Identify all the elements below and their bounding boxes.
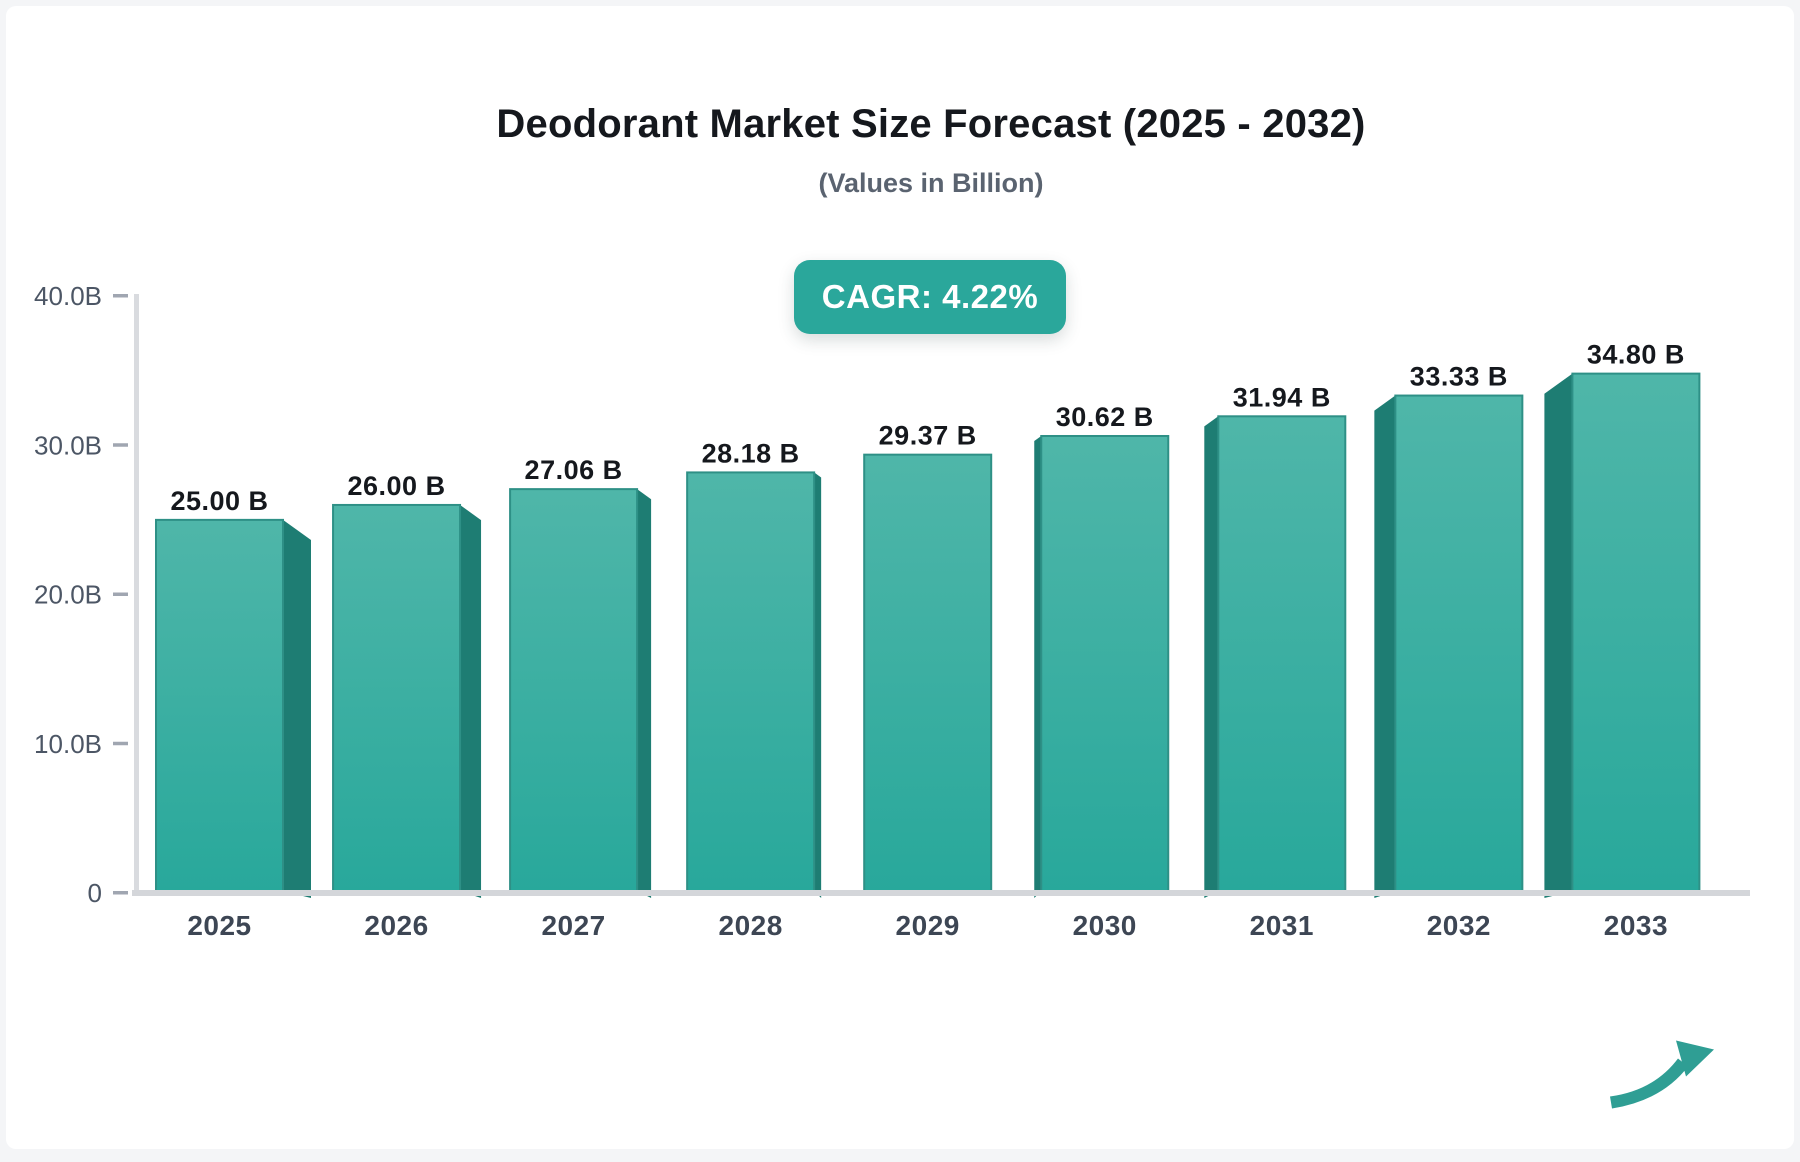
y-tick-label: 30.0B (34, 430, 102, 460)
amr-logo (1534, 1030, 1724, 1120)
bar-value-label: 28.18 B (702, 438, 800, 468)
x-tick-label: 2028 (719, 910, 783, 941)
cagr-badge-label: CAGR: 4.22% (821, 278, 1039, 315)
x-tick-label: 2029 (896, 910, 960, 941)
amr-logo-arrow-icon (1610, 1040, 1714, 1109)
bar-2032 (1394, 394, 1524, 894)
y-tick-mark (113, 294, 128, 298)
bar-side-face (283, 519, 311, 898)
bar-value-label: 25.00 B (170, 486, 268, 516)
bar-side-face (637, 489, 652, 898)
bar-side-face (814, 472, 822, 898)
x-tick-label: 2030 (1073, 910, 1137, 941)
x-tick-label: 2033 (1604, 910, 1668, 941)
bar-2030 (1040, 434, 1170, 894)
bar-side-face (1544, 373, 1573, 898)
x-tick-label: 2027 (541, 910, 605, 941)
bar-2033 (1571, 372, 1701, 894)
x-tick-label: 2025 (187, 910, 251, 941)
bar-side-face (460, 504, 482, 898)
chart-card: Deodorant Market Size Forecast (2025 - 2… (6, 6, 1794, 1149)
y-axis-line (134, 294, 139, 896)
bar-value-label: 33.33 B (1410, 362, 1508, 392)
y-tick-mark (113, 443, 128, 447)
bar-2028 (686, 471, 816, 894)
bar-chart: 40.0B 30.0B 20.0B 10.0B 0 25.00 B 2025 26.00 B 2… (34, 281, 1750, 941)
bar-2029 (863, 453, 993, 894)
bar-value-label: 31.94 B (1233, 382, 1331, 412)
bar-value-label: 26.00 B (348, 471, 446, 501)
bar-value-label: 27.06 B (525, 455, 623, 485)
amr-logo-graphic (1610, 1040, 1714, 1109)
y-tick-mark (113, 592, 128, 596)
bar-side-face (1034, 435, 1042, 898)
bar-value-label: 30.62 B (1056, 402, 1154, 432)
bar-2031 (1217, 415, 1347, 894)
bar-2027 (509, 488, 639, 894)
y-tick-label: 40.0B (34, 281, 102, 311)
y-tick-mark (113, 741, 128, 746)
x-tick-label: 2026 (364, 910, 428, 941)
bar-2026 (332, 503, 462, 894)
bar-value-label: 29.37 B (879, 421, 977, 451)
y-tick-label: 0 (88, 878, 102, 908)
x-axis-baseline (132, 890, 1750, 896)
chart-subtitle: (Values in Billion) (818, 168, 1044, 198)
x-tick-label: 2031 (1250, 910, 1314, 941)
bar-side-face (1374, 395, 1396, 898)
x-tick-label: 2032 (1427, 910, 1491, 941)
bar-2025 (155, 518, 284, 894)
y-tick-label: 20.0B (34, 580, 102, 610)
cagr-badge: CAGR: 4.22% (794, 260, 1066, 334)
bar-side-face (1204, 416, 1219, 898)
bar-value-label: 34.80 B (1587, 340, 1685, 370)
y-tick-mark (113, 891, 128, 895)
y-tick-label: 10.0B (34, 729, 102, 759)
chart-title: Deodorant Market Size Forecast (2025 - 2… (496, 102, 1366, 146)
